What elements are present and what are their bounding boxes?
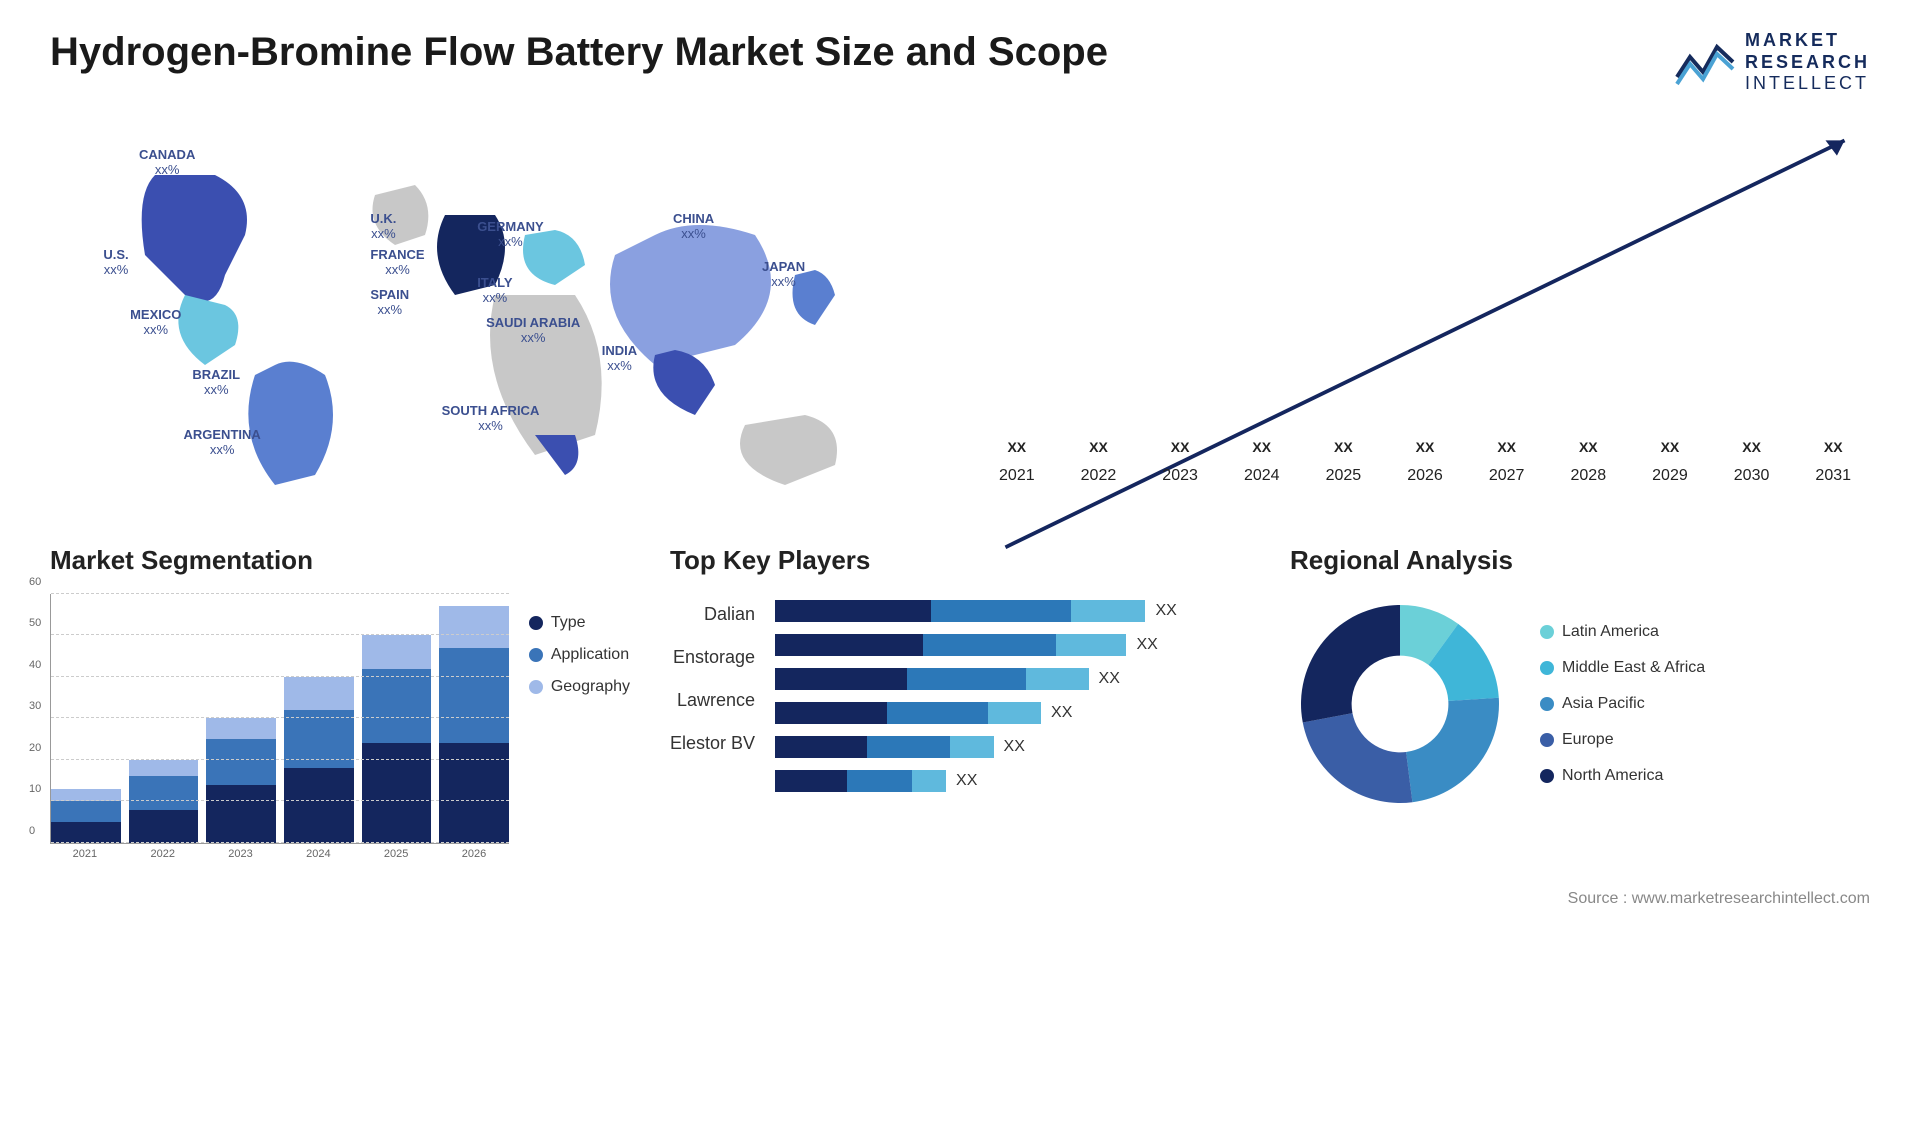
reg-legend-item: Middle East & Africa	[1540, 659, 1705, 677]
player-bar-row: XX	[775, 634, 1250, 656]
logo-icon	[1675, 32, 1735, 92]
main-bar-2030: XX2030	[1715, 461, 1789, 485]
map-label-uk: U.K.xx%	[370, 211, 396, 242]
main-bar-2023: XX2023	[1143, 461, 1217, 485]
players-bars: XX XX XX XX XX XX	[775, 594, 1250, 792]
map-label-spain: SPAINxx%	[370, 287, 409, 318]
main-bar-2029: XX2029	[1633, 461, 1707, 485]
regional-legend: Latin America Middle East & Africa Asia Pa…	[1540, 623, 1705, 785]
seg-bar-2025	[362, 635, 432, 843]
player-label: Elestor BV	[670, 733, 755, 754]
map-label-japan: JAPANxx%	[762, 259, 805, 290]
map-label-mexico: MEXICOxx%	[130, 307, 181, 338]
donut-slice-europe	[1303, 713, 1413, 803]
map-label-argentina: ARGENTINAxx%	[184, 427, 261, 458]
source-text: Source : www.marketresearchintellect.com	[50, 890, 1870, 908]
logo-text: MARKET RESEARCH INTELLECT	[1745, 30, 1870, 95]
player-bar-row: XX	[775, 702, 1250, 724]
main-bar-chart: XX2021 XX2022 XX2023 XX2024 XX2025 XX2026 XX20…	[980, 115, 1870, 515]
regional-panel: Regional Analysis Latin America Middle Ea…	[1290, 545, 1870, 860]
main-bar-2021: XX2021	[980, 461, 1054, 485]
player-bar-row: XX	[775, 770, 1250, 792]
player-label: Enstorage	[673, 647, 755, 668]
player-label: Lawrence	[677, 690, 755, 711]
donut-chart	[1290, 594, 1510, 814]
map-label-us: U.S.xx%	[103, 247, 128, 278]
reg-legend-item: Europe	[1540, 731, 1705, 749]
page-title: Hydrogen-Bromine Flow Battery Market Siz…	[50, 30, 1108, 75]
map-label-france: FRANCExx%	[370, 247, 424, 278]
segmentation-legend: Type Application Geography	[529, 594, 630, 860]
segmentation-panel: Market Segmentation 0102030405060 202120…	[50, 545, 630, 860]
map-label-southafrica: SOUTH AFRICAxx%	[442, 403, 540, 434]
players-panel: Top Key Players Dalian Enstorage Lawrence E…	[670, 545, 1250, 860]
reg-legend-item: North America	[1540, 767, 1705, 785]
seg-bar-2026	[439, 606, 509, 843]
map-label-brazil: BRAZILxx%	[192, 367, 240, 398]
player-label: Dalian	[704, 604, 755, 625]
seg-bar-2021	[51, 789, 121, 843]
player-bar-row: XX	[775, 736, 1250, 758]
map-label-italy: ITALYxx%	[477, 275, 512, 306]
map-label-canada: CANADAxx%	[139, 147, 195, 178]
main-bar-2026: XX2026	[1388, 461, 1462, 485]
player-bar-row: XX	[775, 600, 1250, 622]
map-label-india: INDIAxx%	[602, 343, 637, 374]
main-bar-2031: XX2031	[1796, 461, 1870, 485]
map-label-germany: GERMANYxx%	[477, 219, 543, 250]
main-bar-2028: XX2028	[1551, 461, 1625, 485]
seg-bar-2024	[284, 677, 354, 843]
main-bar-2027: XX2027	[1470, 461, 1544, 485]
players-labels: Dalian Enstorage Lawrence Elestor BV	[670, 594, 755, 792]
main-bar-2025: XX2025	[1307, 461, 1381, 485]
main-bar-2024: XX2024	[1225, 461, 1299, 485]
map-label-saudiarabia: SAUDI ARABIAxx%	[486, 315, 580, 346]
main-bar-2022: XX2022	[1062, 461, 1136, 485]
seg-bar-2023	[206, 718, 276, 843]
segmentation-bars: 0102030405060	[50, 594, 509, 844]
world-map: CANADAxx% U.S.xx% MEXICOxx% BRAZILxx% ARGENT…	[50, 115, 940, 515]
seg-legend-application: Application	[529, 646, 630, 664]
seg-legend-geography: Geography	[529, 678, 630, 696]
donut-slice-asiapacific	[1406, 698, 1499, 802]
regional-title: Regional Analysis	[1290, 545, 1870, 576]
donut-slice-northamerica	[1301, 605, 1400, 723]
reg-legend-item: Latin America	[1540, 623, 1705, 641]
reg-legend-item: Asia Pacific	[1540, 695, 1705, 713]
player-bar-row: XX	[775, 668, 1250, 690]
seg-bar-2022	[129, 760, 199, 843]
segmentation-title: Market Segmentation	[50, 545, 630, 576]
map-label-china: CHINAxx%	[673, 211, 714, 242]
brand-logo: MARKET RESEARCH INTELLECT	[1675, 30, 1870, 95]
players-title: Top Key Players	[670, 545, 1250, 576]
seg-legend-type: Type	[529, 614, 630, 632]
